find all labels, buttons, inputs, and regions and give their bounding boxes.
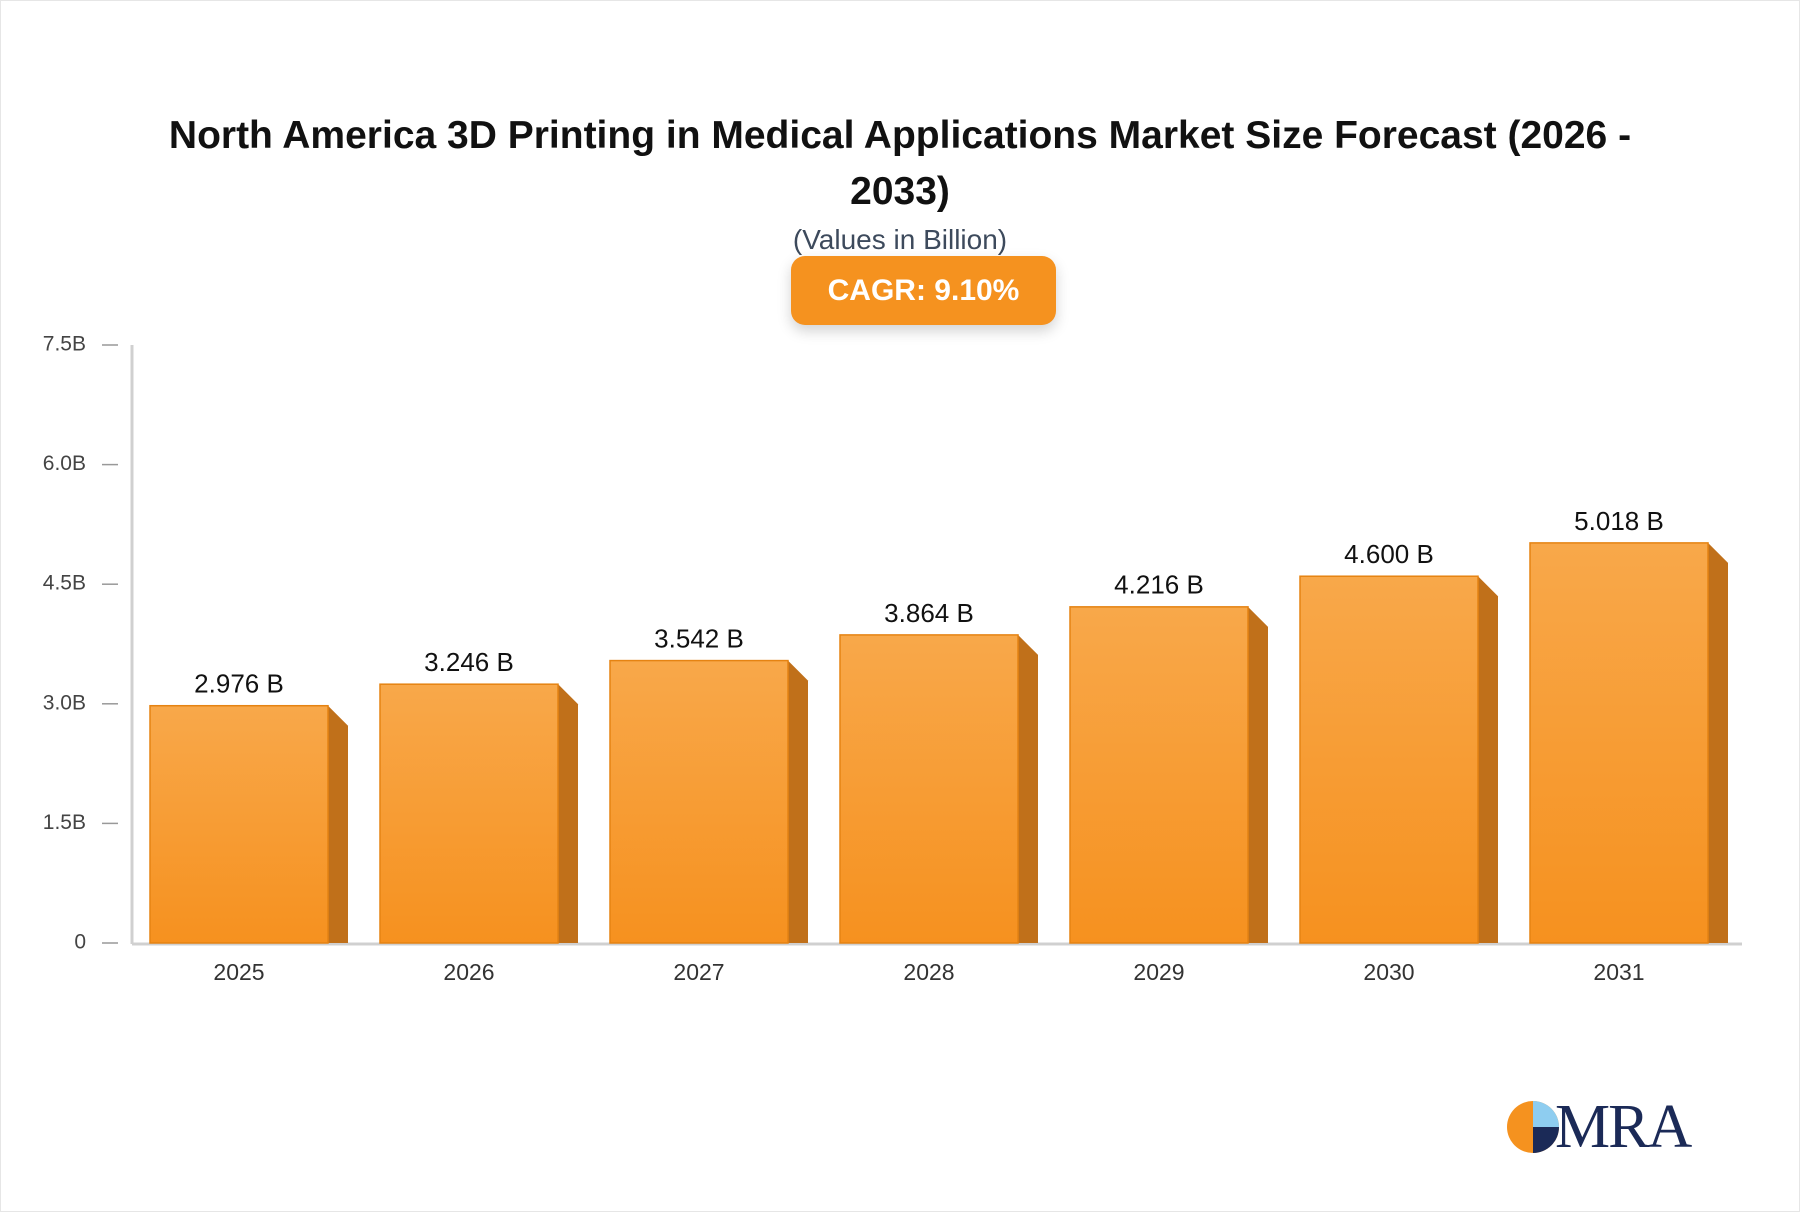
y-tick-label: 4.5B [43, 572, 86, 595]
x-tick-label: 2029 [1133, 959, 1184, 985]
brand-logo: MRA [1555, 1093, 1692, 1161]
bar-side [788, 660, 808, 943]
bar [1529, 542, 1728, 944]
bar-side [328, 705, 348, 943]
x-tick-label: 2031 [1593, 959, 1644, 985]
y-tick-label: 7.5B [43, 333, 86, 356]
x-tick-label: 2028 [903, 959, 954, 985]
value-label: 2.976 B [194, 669, 284, 699]
bar [1069, 606, 1268, 944]
chart-subtitle: (Values in Billion) [792, 224, 1008, 255]
y-tick-label: 0 [74, 931, 86, 954]
brand-icon [1507, 1101, 1559, 1153]
bar-front [839, 634, 1019, 944]
x-tick-label: 2026 [443, 959, 494, 985]
bar [379, 683, 578, 944]
bar [609, 659, 808, 944]
value-label: 3.542 B [654, 623, 744, 653]
value-label: 4.600 B [1344, 539, 1434, 569]
bar-front [379, 683, 559, 944]
bar-front [1529, 542, 1709, 944]
bar [1299, 575, 1498, 944]
bar-front [1069, 606, 1249, 944]
bar [839, 634, 1038, 944]
value-label: 4.216 B [1114, 570, 1204, 600]
chart-title: North America 3D Printing in Medical App… [168, 114, 1632, 213]
x-tick-label: 2030 [1363, 959, 1414, 985]
bar [149, 704, 348, 944]
value-label: 5.018 B [1574, 506, 1664, 536]
bar-front [149, 704, 329, 944]
bar-side [1248, 606, 1268, 943]
bar-side [558, 684, 578, 943]
bar-side [1478, 576, 1498, 943]
x-tick-label: 2025 [213, 959, 264, 985]
bar-side [1708, 542, 1728, 943]
y-tick-label: 6.0B [43, 452, 86, 475]
cagr-badge: CAGR: 9.10% [791, 256, 1056, 325]
y-tick-label: 1.5B [43, 811, 86, 834]
bar-side [1018, 634, 1038, 943]
bar-front [609, 659, 789, 944]
bar-front [1299, 575, 1479, 944]
value-label: 3.246 B [424, 647, 514, 677]
value-label: 3.864 B [884, 598, 974, 628]
y-tick-label: 3.0B [43, 691, 86, 714]
x-tick-label: 2027 [673, 959, 724, 985]
